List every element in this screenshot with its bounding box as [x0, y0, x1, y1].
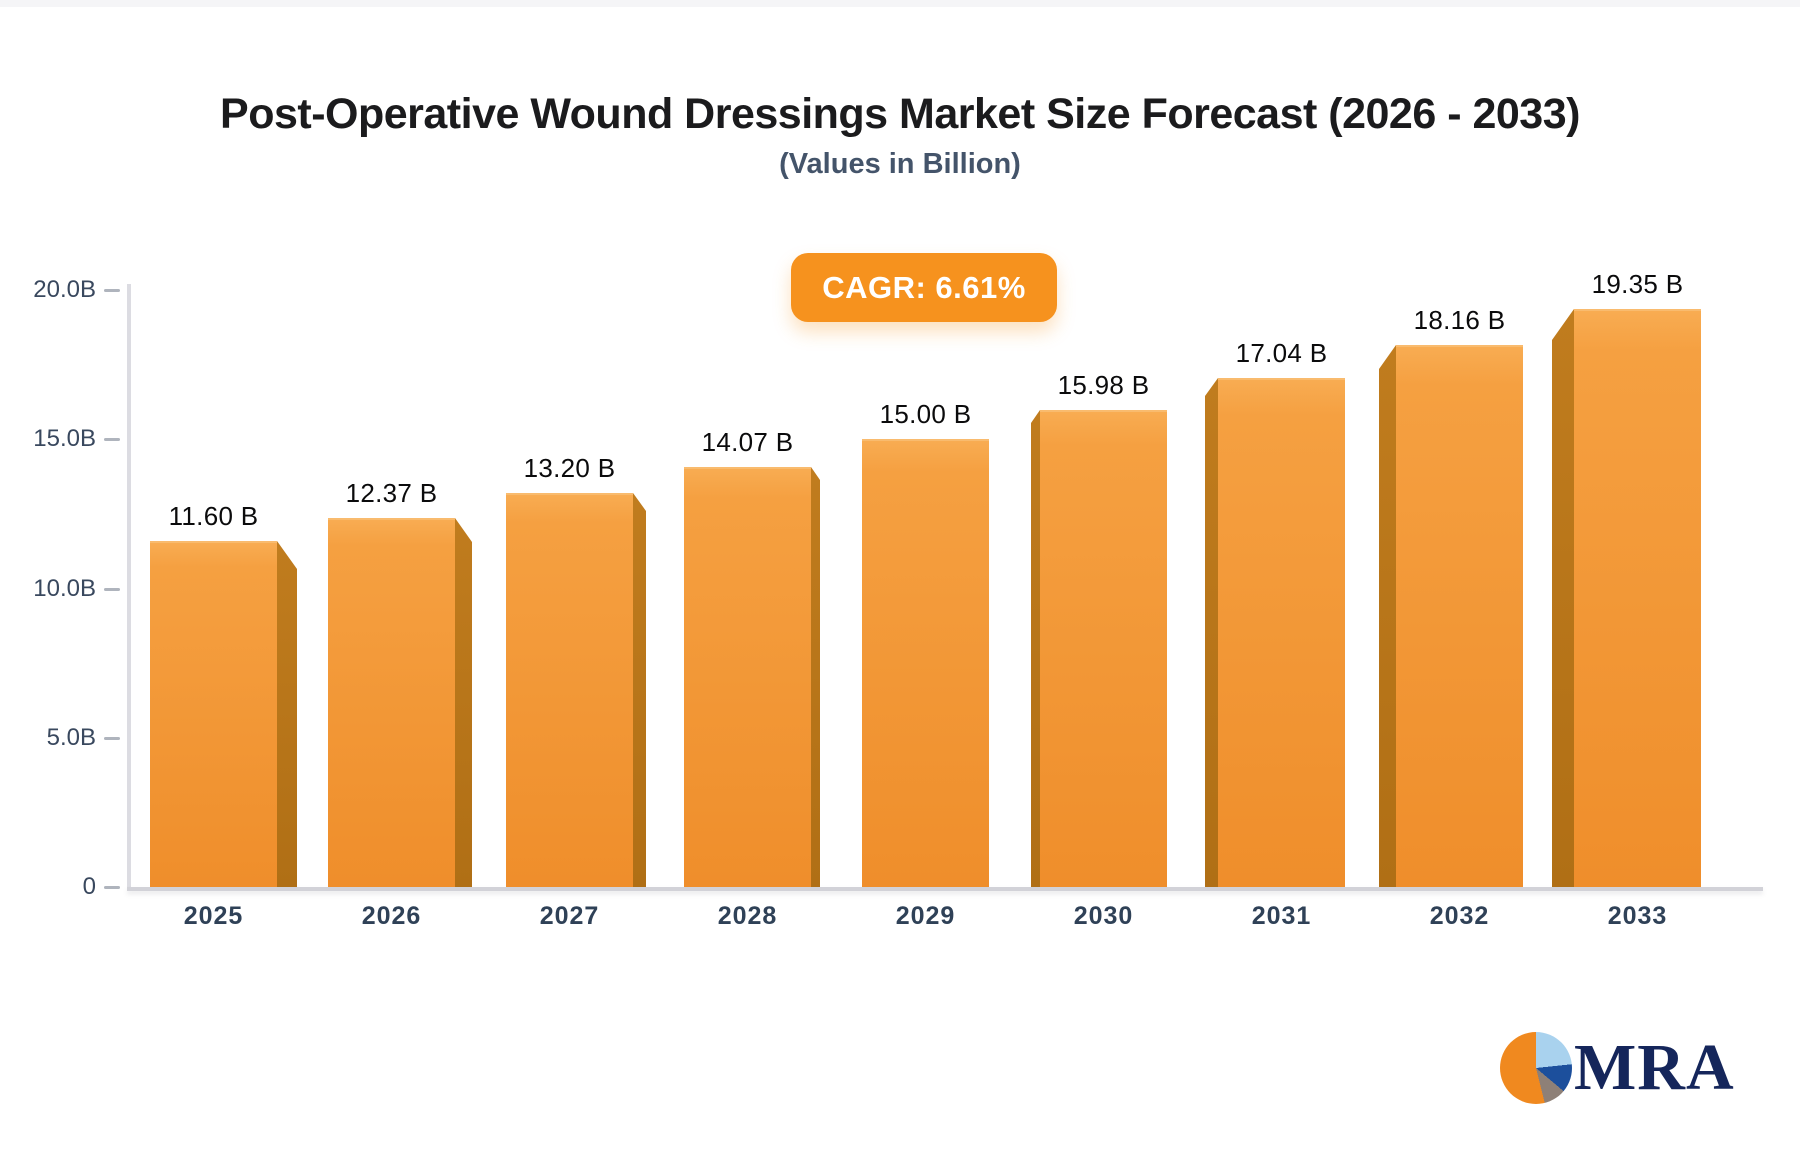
y-tick-label-5.0B: 5.0B [46, 723, 96, 751]
bar-2025-side [277, 541, 297, 887]
y-tick-mark-0 [104, 886, 120, 889]
value-label-2031: 17.04 B [1235, 338, 1328, 368]
y-tick-mark-20.0B [104, 289, 120, 292]
bar-2027 [506, 493, 633, 887]
bar-2033-side [1552, 309, 1574, 887]
x-axis-baseline [127, 887, 1763, 891]
x-label-2025: 2025 [183, 902, 244, 930]
bar-2030-side [1031, 410, 1040, 887]
y-tick-label-0: 0 [82, 873, 96, 900]
company-logo: MRA [1500, 1032, 1735, 1104]
y-tick-mark-15.0B [104, 438, 120, 442]
bar-2032-side [1379, 345, 1396, 887]
bar-2025 [150, 541, 277, 887]
logo-text: MRA [1574, 1031, 1735, 1104]
top-edge-strip [0, 0, 1800, 7]
bar-2031 [1218, 378, 1345, 887]
chart-subtitle: (Values in Billion) [779, 148, 1021, 180]
y-tick-mark-10.0B [104, 587, 120, 591]
bar-2028 [684, 467, 811, 887]
value-label-2028: 14.07 B [701, 427, 794, 457]
y-tick-label-20.0B: 20.0B [33, 276, 96, 303]
value-label-2027: 13.20 B [523, 453, 616, 483]
bar-2026-side [455, 518, 472, 887]
bar-2026 [328, 518, 455, 887]
value-label-2032: 18.16 B [1413, 305, 1506, 335]
bar-2028-side [811, 467, 820, 887]
bar-2027-side [633, 493, 646, 887]
x-label-2030: 2030 [1073, 902, 1134, 930]
value-label-2033: 19.35 B [1591, 269, 1684, 299]
y-tick-label-10.0B: 10.0B [33, 574, 96, 602]
y-tick-label-15.0B: 15.0B [33, 425, 96, 453]
value-label-2025: 11.60 B [168, 501, 259, 531]
x-label-2028: 2028 [717, 902, 778, 930]
bar-2033 [1574, 309, 1701, 887]
x-label-2031: 2031 [1251, 902, 1312, 930]
x-label-2033: 2033 [1607, 902, 1668, 930]
pie-chart-logo-icon [1500, 1032, 1572, 1104]
cagr-badge: CAGR: 6.61% [791, 253, 1057, 322]
x-label-2027: 2027 [539, 902, 600, 930]
bar-2031-side [1205, 378, 1218, 887]
bar-2032 [1396, 345, 1523, 887]
x-label-2026: 2026 [361, 902, 422, 930]
value-label-2030: 15.98 B [1057, 370, 1150, 400]
x-label-2029: 2029 [895, 902, 956, 930]
bar-2029 [862, 439, 989, 887]
y-tick-mark-5.0B [104, 736, 120, 740]
x-label-2032: 2032 [1429, 902, 1490, 930]
bar-2030 [1040, 410, 1167, 887]
value-label-2029: 15.00 B [879, 399, 972, 429]
page-title: Post-Operative Wound Dressings Market Si… [220, 90, 1580, 138]
value-label-2026: 12.37 B [345, 478, 438, 508]
y-axis-line [127, 284, 131, 891]
